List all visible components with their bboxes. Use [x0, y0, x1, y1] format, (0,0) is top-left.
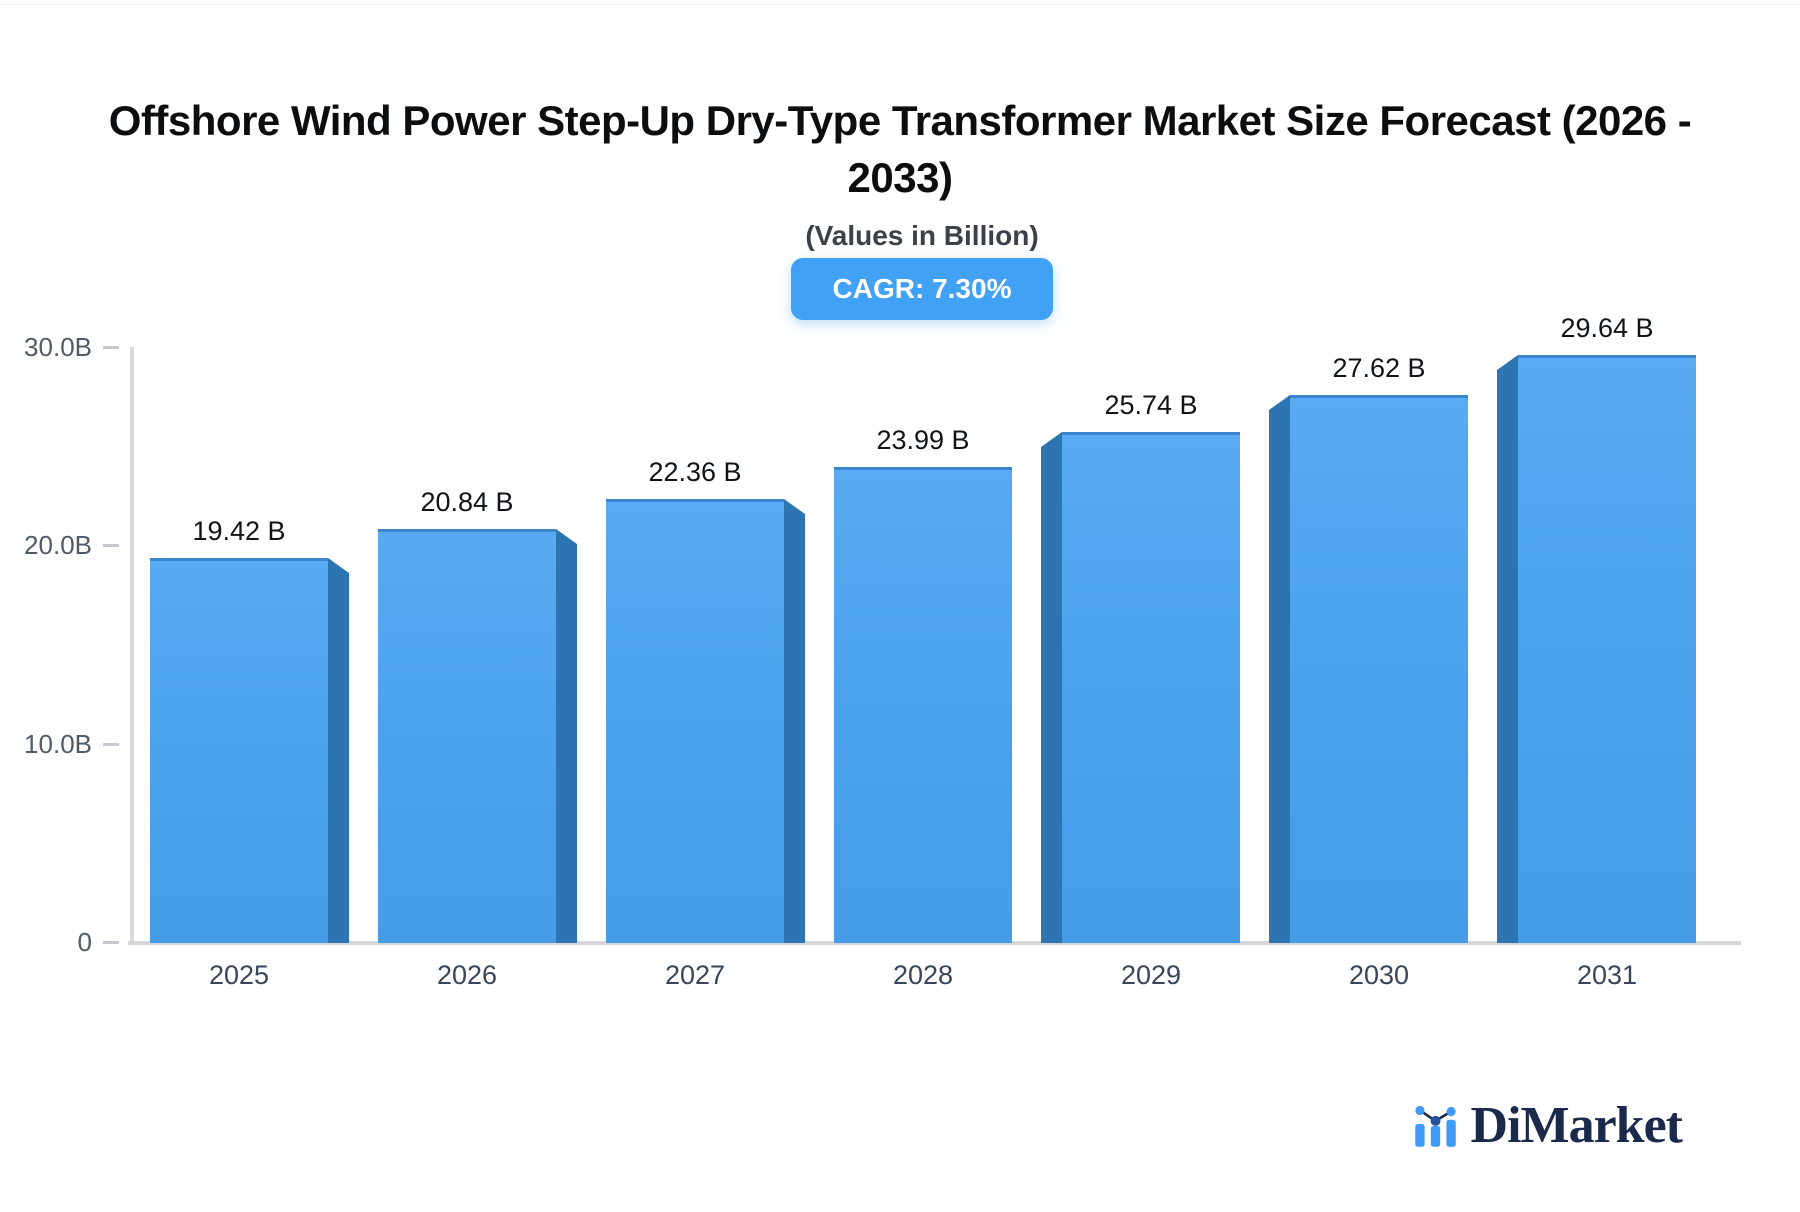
y-tick-mark — [103, 742, 119, 746]
bar-2031[interactable] — [1518, 355, 1696, 943]
bar-3d-side — [1497, 355, 1518, 943]
y-tick-label: 10.0B — [24, 728, 92, 759]
bar-3d-side — [1041, 432, 1062, 943]
top-border — [0, 0, 1800, 5]
bar-2026[interactable] — [378, 529, 556, 943]
brand-logo[interactable]: DiMarket — [1411, 1096, 1683, 1154]
x-axis-label-2029: 2029 — [1120, 960, 1182, 990]
cagr-badge-row: CAGR: 7.30% — [22, 258, 1800, 320]
bar-2025[interactable] — [150, 558, 328, 943]
bar-value-label: 25.74 B — [1104, 390, 1198, 420]
bar-2030[interactable] — [1290, 395, 1468, 943]
x-axis-label-2028: 2028 — [892, 960, 954, 990]
chart-title: Offshore Wind Power Step-Up Dry-Type Tra… — [0, 92, 1800, 206]
y-tick-label: 0 — [77, 927, 92, 957]
y-axis-line — [130, 347, 134, 945]
chart-subtitle: (Values in Billion) — [805, 220, 1039, 251]
y-tick-label: 20.0B — [24, 530, 92, 560]
chart-title-line1: Offshore Wind Power Step-Up Dry-Type Tra… — [108, 97, 1692, 144]
y-tick-mark — [103, 345, 119, 349]
brand-chart-icon — [1414, 1105, 1456, 1147]
bar-2029[interactable] — [1062, 432, 1240, 943]
y-tick-mark — [103, 941, 119, 944]
chart-title-line2: 2033) — [847, 154, 953, 201]
bar-3d-side — [556, 529, 577, 943]
bar-value-label: 29.64 B — [1560, 313, 1654, 343]
y-tick-label: 30.0B — [24, 331, 92, 362]
bar-value-label: 23.99 B — [876, 425, 970, 455]
bar-3d-side — [784, 499, 805, 943]
bar-value-label: 20.84 B — [420, 487, 514, 517]
y-tick-mark — [103, 544, 119, 547]
x-axis-label-2026: 2026 — [436, 960, 498, 990]
x-axis-label-2025: 2025 — [208, 960, 270, 990]
x-axis-label-2031: 2031 — [1576, 960, 1638, 990]
bar-3d-side — [1269, 395, 1290, 943]
bar-2028[interactable] — [834, 467, 1012, 943]
x-axis-line — [128, 941, 1741, 945]
bar-value-label: 22.36 B — [648, 457, 742, 487]
x-axis-label-2030: 2030 — [1348, 960, 1410, 990]
bar-value-label: 27.62 B — [1332, 353, 1426, 383]
bar-value-label: 19.42 B — [192, 516, 286, 546]
bar-3d-side — [328, 558, 349, 943]
bar-2027[interactable] — [606, 499, 784, 943]
x-axis-label-2027: 2027 — [664, 960, 726, 990]
cagr-badge: CAGR: 7.30% — [790, 258, 1054, 320]
brand-name: DiMarket — [1470, 1097, 1683, 1154]
